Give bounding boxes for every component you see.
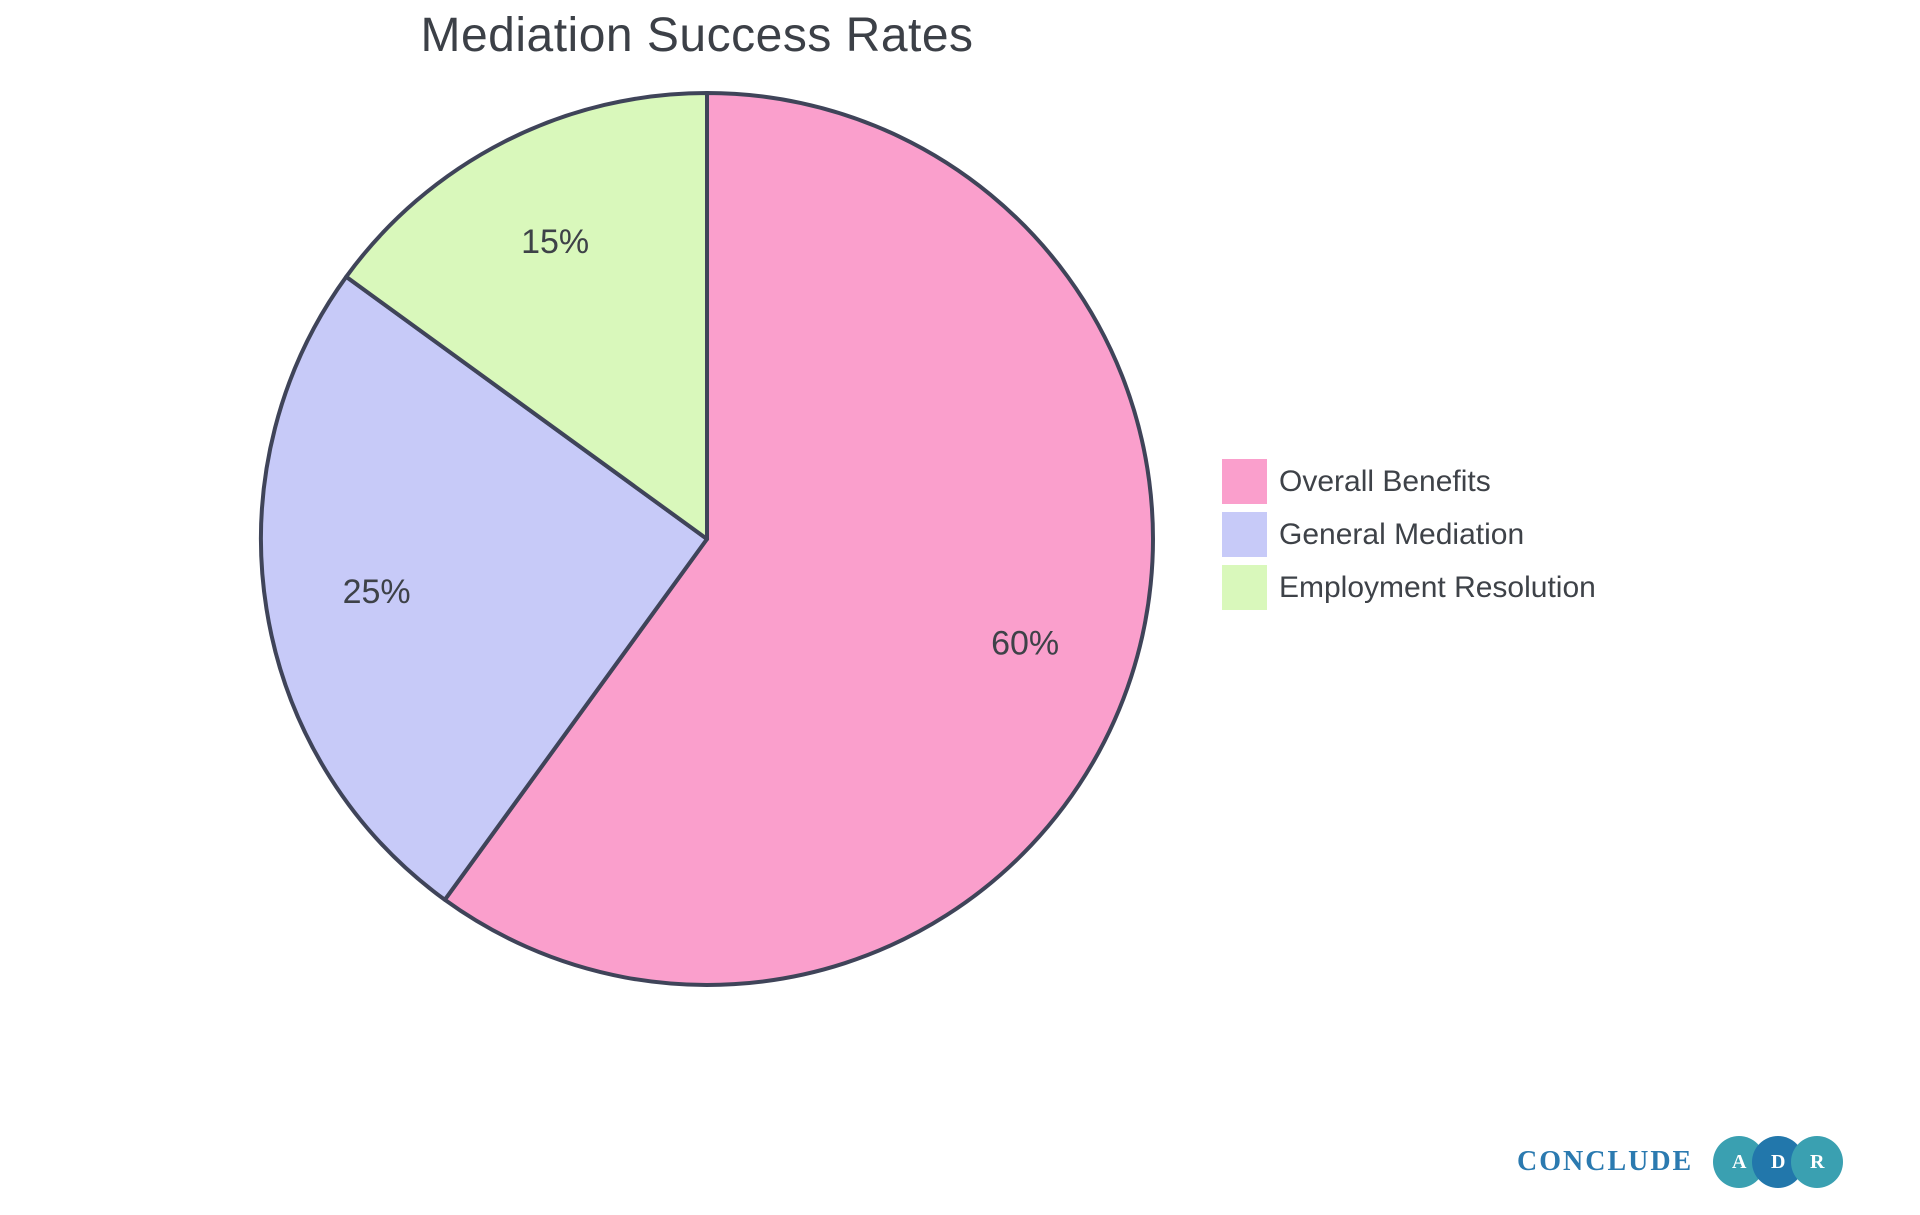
chart-title: Mediation Success Rates [420, 9, 974, 62]
legend: Overall Benefits General Mediation Emplo… [1222, 459, 1596, 610]
legend-item[interactable]: Employment Resolution [1222, 565, 1596, 610]
legend-swatch [1222, 459, 1267, 504]
slice-percent-label: 25% [343, 573, 411, 611]
logo-wordmark: CONCLUDE [1517, 1146, 1694, 1177]
pie-slice-general-mediation[interactable] [258, 274, 709, 902]
legend-item-label: Employment Resolution [1279, 570, 1596, 604]
legend-item[interactable]: General Mediation [1222, 512, 1596, 557]
legend-item-label: General Mediation [1279, 517, 1525, 551]
slice-percent-label: 15% [521, 223, 589, 261]
pie-slice-overall-benefits[interactable] [442, 91, 1155, 987]
pie-slice-employment-resolution[interactable] [344, 91, 709, 541]
logo-badge-icon: R [1791, 1136, 1844, 1188]
legend-item[interactable]: Overall Benefits [1222, 459, 1596, 504]
slice-percent-label: 60% [991, 624, 1059, 662]
logo-badges: A D R [1713, 1136, 1844, 1188]
legend-swatch [1222, 512, 1267, 557]
legend-item-label: Overall Benefits [1279, 464, 1491, 498]
legend-swatch [1222, 565, 1267, 610]
conclude-adr-logo: CONCLUDE A D R [1517, 1134, 1844, 1190]
